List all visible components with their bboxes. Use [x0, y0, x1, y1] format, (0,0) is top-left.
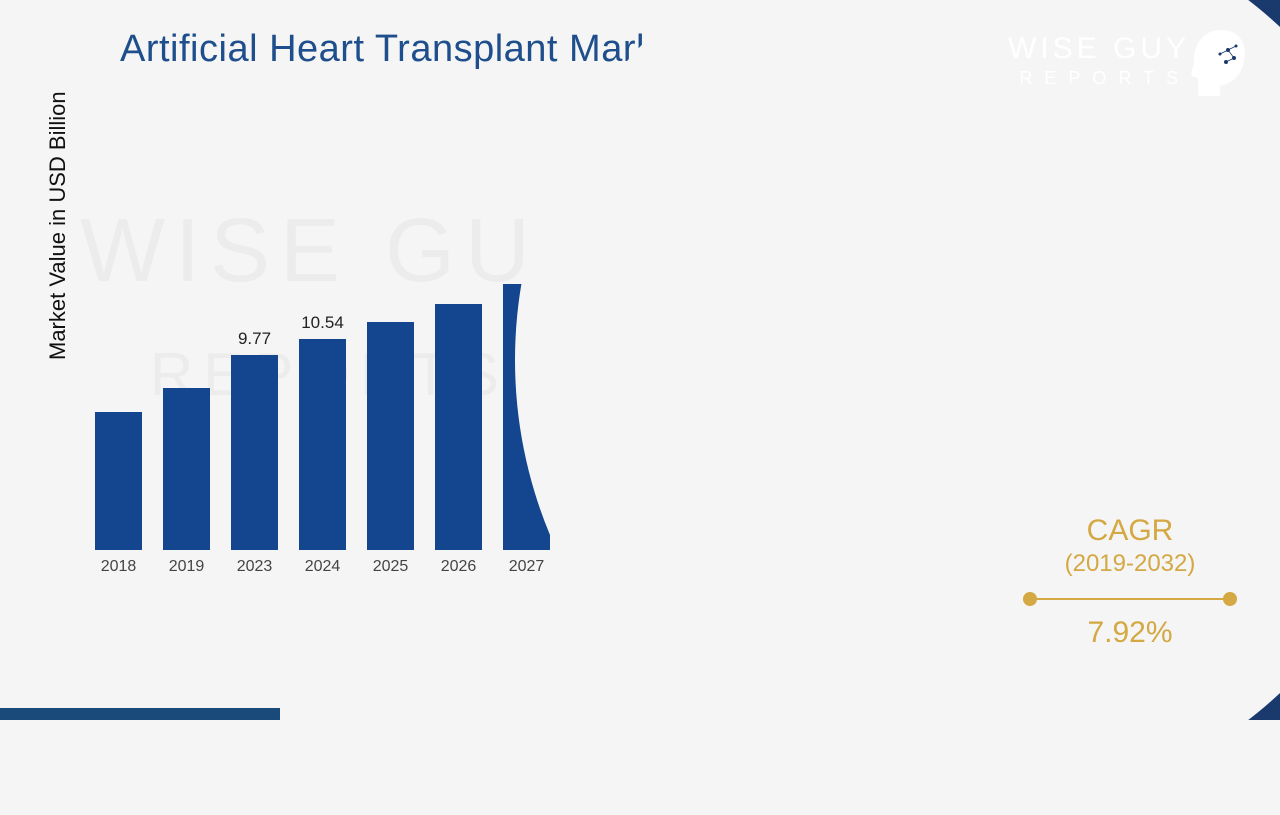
x-category: 2027: [509, 558, 545, 576]
bar: [231, 355, 278, 550]
cagr-dot-left: [1023, 592, 1037, 606]
bar: [95, 412, 142, 550]
chart-title: Artificial Heart Transplant Market: [120, 28, 688, 71]
bar: [299, 339, 346, 550]
cagr-value: 7.92%: [1010, 616, 1250, 650]
x-category: 2025: [373, 558, 409, 576]
bar: [163, 388, 210, 550]
cagr-title: CAGR: [1010, 514, 1250, 548]
cagr-period: (2019-2032): [1010, 550, 1250, 578]
x-category: 2026: [441, 558, 477, 576]
bar: [435, 304, 482, 550]
bottom-accent-strip: [0, 708, 280, 720]
y-axis-label: Market Value in USD Billion: [45, 91, 71, 360]
logo-text-bottom: REPORTS: [1019, 68, 1190, 89]
cagr-divider: [1030, 598, 1230, 600]
logo-text-top: WISE GUY: [1008, 32, 1190, 66]
bar-value-label: 10.54: [301, 313, 344, 333]
bar: [367, 322, 414, 550]
cagr-box: CAGR (2019-2032) 7.92%: [1010, 514, 1250, 650]
cagr-dot-right: [1223, 592, 1237, 606]
head-icon: [1190, 28, 1250, 98]
bar-value-label: 9.77: [238, 329, 271, 349]
side-panel: WISE GUY REPORTS CAGR (2019-2032) 7.92%: [965, 0, 1280, 720]
x-category: 2023: [237, 558, 273, 576]
x-category: 2018: [101, 558, 137, 576]
x-category: 2019: [169, 558, 205, 576]
x-category: 2024: [305, 558, 341, 576]
